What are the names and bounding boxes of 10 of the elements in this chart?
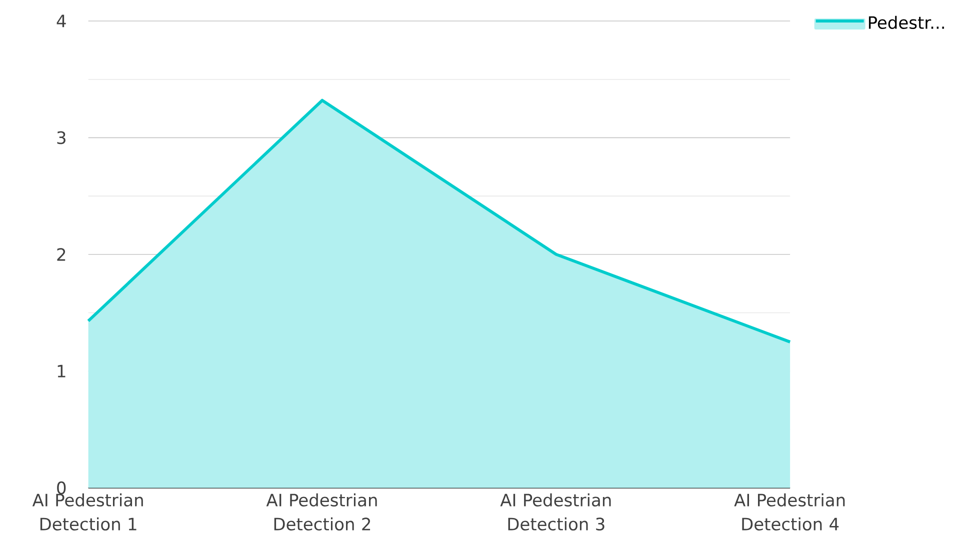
x-tick-label: AI Pedestrian Detection 3 <box>500 493 611 531</box>
y-tick-label: 1 <box>58 365 66 378</box>
y-tick-label: 0 <box>57 481 66 494</box>
y-tick-label: 4 <box>56 14 66 28</box>
y-tick-label: 2 <box>57 248 66 261</box>
x-tick-label: AI Pedestrian Detection 2 <box>266 493 377 531</box>
x-tick-label: AI Pedestrian Detection 1 <box>32 493 143 531</box>
legend-label: Pedestr... <box>868 16 944 30</box>
x-tick-label: AI Pedestrian Detection 4 <box>734 493 845 531</box>
y-tick-label: 3 <box>57 131 66 144</box>
